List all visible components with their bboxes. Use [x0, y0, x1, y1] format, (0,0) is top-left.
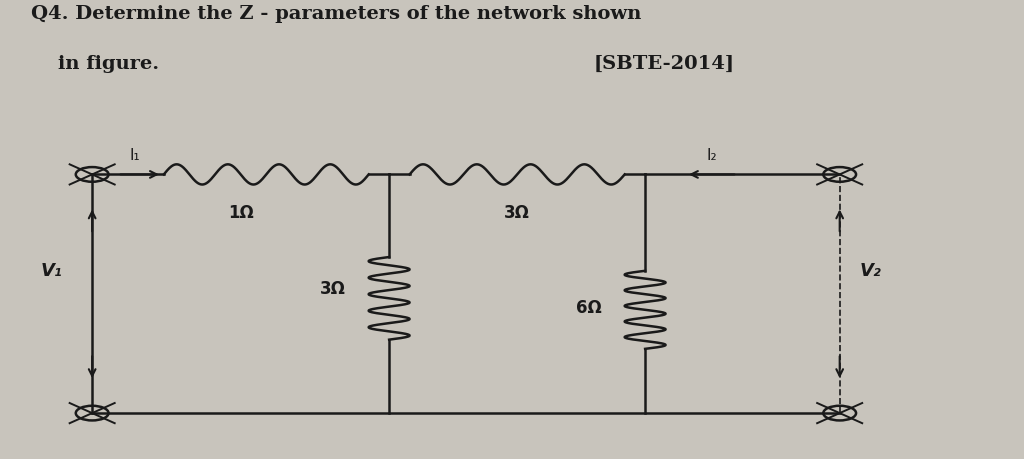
Text: [SBTE-2014]: [SBTE-2014]: [594, 55, 735, 73]
Text: 1Ω: 1Ω: [227, 204, 254, 222]
Text: 3Ω: 3Ω: [504, 204, 530, 222]
Text: V₁: V₁: [40, 262, 62, 280]
Text: I₁: I₁: [130, 148, 140, 162]
Text: Q4. Determine the Z - parameters of the network shown: Q4. Determine the Z - parameters of the …: [31, 5, 641, 22]
Text: 6Ω: 6Ω: [577, 298, 602, 317]
Text: 3Ω: 3Ω: [321, 280, 346, 298]
Text: in figure.: in figure.: [31, 55, 159, 73]
Text: V₂: V₂: [859, 262, 882, 280]
Text: I₂: I₂: [707, 148, 717, 162]
